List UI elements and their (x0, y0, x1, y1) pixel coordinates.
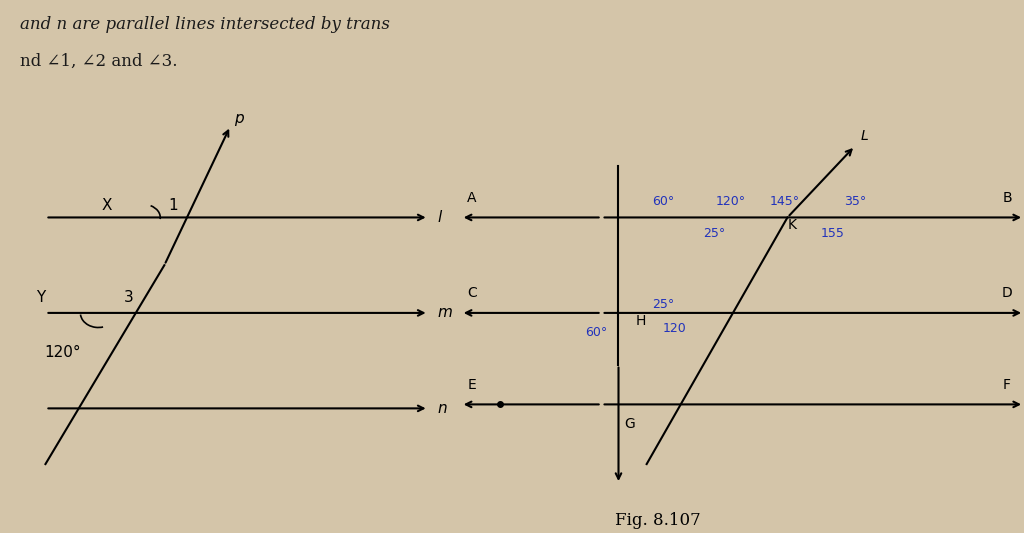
Text: Fig. 8.107: Fig. 8.107 (615, 512, 700, 529)
Text: p: p (234, 110, 244, 125)
Text: H: H (635, 314, 646, 328)
Text: Y: Y (37, 289, 46, 304)
Text: 60°: 60° (585, 326, 607, 340)
Text: 25°: 25° (652, 298, 675, 311)
Text: l: l (437, 210, 441, 225)
Text: K: K (787, 219, 797, 232)
Text: 3: 3 (124, 289, 134, 304)
Text: n: n (437, 401, 446, 416)
Text: A: A (467, 191, 477, 205)
Text: D: D (1001, 286, 1013, 300)
Text: 60°: 60° (652, 195, 675, 208)
Text: 120: 120 (663, 322, 687, 335)
Text: nd ∠1, ∠2 and ∠3.: nd ∠1, ∠2 and ∠3. (20, 53, 178, 70)
Text: B: B (1002, 191, 1012, 205)
Text: 120°: 120° (45, 345, 81, 360)
Text: 25°: 25° (703, 227, 725, 240)
Text: 145°: 145° (770, 195, 800, 208)
Text: 155: 155 (820, 227, 845, 240)
Text: G: G (625, 417, 635, 431)
Text: C: C (467, 286, 477, 300)
Text: E: E (468, 377, 476, 392)
Text: and n are parallel lines intersected by trans: and n are parallel lines intersected by … (20, 16, 390, 33)
Text: 1: 1 (168, 198, 178, 213)
Text: X: X (101, 198, 113, 213)
Text: L: L (860, 129, 868, 143)
Text: m: m (437, 305, 453, 320)
Text: F: F (1004, 377, 1011, 392)
Text: 120°: 120° (716, 195, 746, 208)
Text: 35°: 35° (844, 195, 866, 208)
